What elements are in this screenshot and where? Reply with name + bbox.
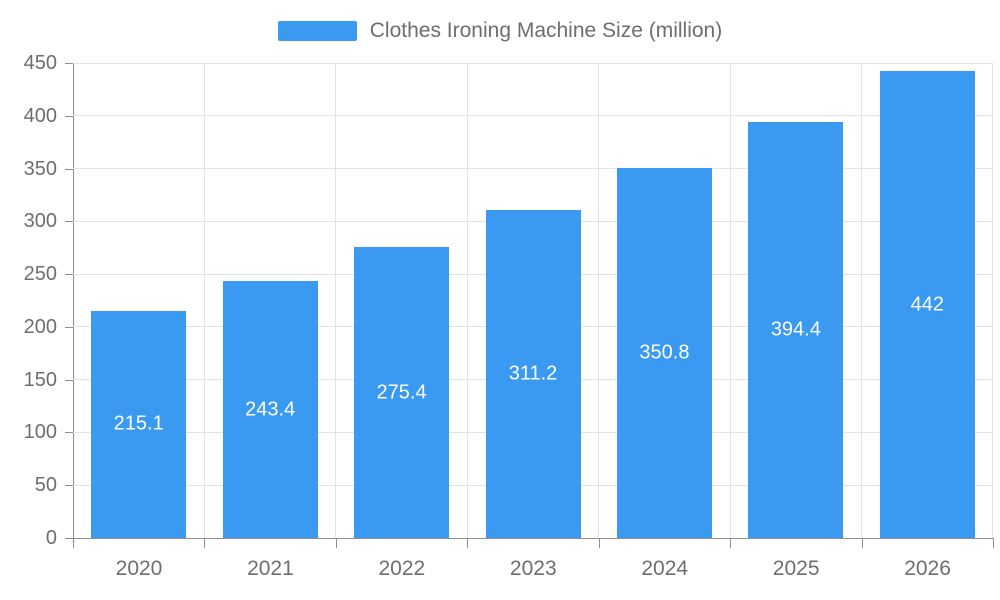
x-axis-tick xyxy=(467,538,469,548)
y-axis-label: 350 xyxy=(23,157,57,180)
bar-2025[interactable]: 394.4 xyxy=(748,121,844,538)
y-axis-label: 450 xyxy=(23,52,57,74)
y-axis-tick xyxy=(65,538,73,539)
x-gridline xyxy=(861,63,863,538)
y-axis-label: 100 xyxy=(23,421,57,444)
y-axis-tick xyxy=(65,168,73,170)
x-axis-tick xyxy=(993,538,994,548)
y-axis-tick xyxy=(65,326,73,328)
x-axis-label: 2026 xyxy=(904,557,951,580)
y-axis-tick xyxy=(65,379,73,381)
y-axis-label: 400 xyxy=(23,104,57,127)
x-axis-tick xyxy=(204,538,206,548)
x-axis-label: 2023 xyxy=(509,557,557,580)
x-gridline xyxy=(598,63,600,538)
x-axis-label: 2025 xyxy=(772,557,820,580)
x-gridline xyxy=(729,63,731,538)
y-axis-tick xyxy=(65,274,73,276)
x-axis-label: 2021 xyxy=(247,557,294,580)
legend[interactable]: Clothes Ironing Machine Size (million) xyxy=(0,18,1000,44)
y-axis-tick xyxy=(65,432,73,434)
x-gridline xyxy=(335,63,337,538)
y-axis-tick xyxy=(65,115,73,117)
x-axis-label: 2020 xyxy=(115,557,163,580)
x-gridline xyxy=(992,63,993,538)
x-axis-tick xyxy=(861,538,863,548)
legend-label[interactable]: Clothes Ironing Machine Size (million) xyxy=(369,19,723,42)
bar-2026[interactable]: 442 xyxy=(879,71,975,538)
y-gridline xyxy=(73,168,993,170)
y-axis-tick xyxy=(65,485,73,487)
plot-area: 215.1 243.4 275.4 311.2 350.8 394.4 442 xyxy=(73,62,993,538)
y-gridline xyxy=(73,62,993,64)
y-gridline xyxy=(73,115,993,117)
y-axis-label: 250 xyxy=(23,263,57,286)
y-axis-label: 0 xyxy=(45,527,57,549)
bar-value-label: 243.4 xyxy=(245,398,296,421)
bar-2021[interactable]: 243.4 xyxy=(222,281,318,538)
x-axis-tick xyxy=(335,538,337,548)
legend-swatch[interactable] xyxy=(277,21,357,41)
bar-value-label: 394.4 xyxy=(770,318,821,341)
y-axis-label: 200 xyxy=(23,315,57,338)
y-axis-label: 50 xyxy=(34,474,57,497)
x-axis-tick xyxy=(730,538,732,548)
x-gridline xyxy=(203,63,205,538)
bar-value-label: 215.1 xyxy=(113,412,164,435)
bar-2023[interactable]: 311.2 xyxy=(485,209,581,538)
x-axis-tick xyxy=(598,538,600,548)
y-axis-label: 150 xyxy=(23,368,57,391)
x-gridline xyxy=(466,63,468,538)
x-axis-line xyxy=(73,538,994,539)
y-axis-tick xyxy=(65,63,73,64)
bar-value-label: 442 xyxy=(910,293,944,316)
y-axis-tick xyxy=(65,221,73,223)
bar-2020[interactable]: 215.1 xyxy=(91,310,187,538)
bar-value-label: 311.2 xyxy=(508,362,558,385)
y-axis-label: 300 xyxy=(23,210,57,233)
x-axis-tick xyxy=(73,538,74,548)
x-axis-label: 2024 xyxy=(641,557,689,580)
bar-value-label: 275.4 xyxy=(376,381,427,404)
x-axis-label: 2022 xyxy=(378,557,426,580)
y-axis-line xyxy=(73,63,74,548)
bar-2024[interactable]: 350.8 xyxy=(616,167,712,538)
bar-2022[interactable]: 275.4 xyxy=(354,247,450,538)
bar-value-label: 350.8 xyxy=(639,341,690,364)
